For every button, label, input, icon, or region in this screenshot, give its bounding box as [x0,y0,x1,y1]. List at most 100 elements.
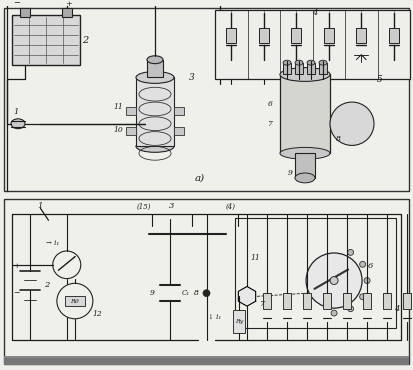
Text: −: − [14,0,21,7]
Bar [65,296,85,306]
Text: 4: 4 [312,9,317,17]
Text: 6: 6 [368,262,373,270]
Text: ↓: ↓ [229,11,234,16]
Bar [147,60,163,77]
Text: ↓: ↓ [392,11,396,16]
Bar [62,7,72,17]
Circle shape [306,253,362,308]
Bar [136,77,174,147]
Text: 9: 9 [150,289,154,297]
Text: 1: 1 [13,108,19,116]
Bar [12,16,80,65]
Bar [174,107,184,115]
Text: Rу: Rу [235,319,243,324]
Text: (4): (4) [226,202,236,211]
Bar [323,293,331,309]
Text: +: + [66,0,72,7]
Ellipse shape [295,173,315,183]
Circle shape [57,283,93,319]
Ellipse shape [147,56,163,64]
Circle shape [53,251,81,279]
Text: 5: 5 [377,75,383,84]
Bar [235,218,396,328]
Text: 2: 2 [44,281,49,289]
Bar [389,28,399,43]
Bar [283,293,291,309]
Polygon shape [238,286,256,306]
Text: 7: 7 [268,120,273,128]
Bar [4,358,409,365]
Bar [303,293,311,309]
Text: 8: 8 [194,289,199,297]
Text: 12: 12 [92,310,102,318]
Bar [126,127,136,135]
Text: 2: 2 [82,36,88,44]
Bar [215,10,410,80]
Text: 7: 7 [259,300,264,308]
Text: Rд: Rд [71,299,79,303]
Bar [307,63,315,74]
Text: ↓: ↓ [326,11,331,16]
Text: ↓: ↓ [261,11,266,16]
Text: 4: 4 [394,305,399,313]
Circle shape [330,102,374,145]
Circle shape [364,278,370,283]
Bar [226,28,236,43]
Text: 11: 11 [250,255,260,262]
Bar [403,293,411,309]
Ellipse shape [319,60,327,65]
Bar [4,199,409,364]
Ellipse shape [136,141,174,152]
Text: ↓: ↓ [294,11,299,16]
Circle shape [360,294,366,300]
Ellipse shape [283,60,291,65]
Bar [343,293,351,309]
Circle shape [348,249,354,255]
Circle shape [348,306,354,312]
Bar [4,356,409,364]
Bar [291,28,301,43]
Text: (15): (15) [136,202,151,211]
Circle shape [330,277,338,285]
Text: C₁: C₁ [182,289,190,297]
Bar [283,63,291,74]
Text: −: − [13,289,19,297]
Circle shape [203,290,210,297]
Bar [20,7,30,17]
Text: 8: 8 [335,135,340,142]
Bar [263,293,271,309]
Bar [319,63,327,74]
Bar [126,107,136,115]
Text: ↓ i₁: ↓ i₁ [208,313,221,321]
Text: +: + [13,262,19,270]
Bar [4,9,409,191]
Bar [356,28,366,43]
Text: 10: 10 [113,126,123,134]
Circle shape [360,261,366,267]
Text: 1: 1 [38,202,43,211]
Text: ↓: ↓ [359,11,363,16]
Text: 3: 3 [189,73,195,82]
Bar [295,153,315,178]
Text: 9: 9 [287,169,292,177]
Text: 3: 3 [169,202,175,211]
Ellipse shape [295,60,303,65]
Circle shape [331,310,337,316]
Text: а): а) [195,174,205,182]
Bar [259,28,269,43]
Text: 11: 11 [113,103,123,111]
Text: → i₁: → i₁ [46,239,59,247]
Ellipse shape [307,60,315,65]
Ellipse shape [136,71,174,83]
Bar [280,74,330,153]
Ellipse shape [280,147,330,159]
Bar [324,28,334,43]
Bar [174,127,184,135]
Bar [233,310,245,333]
Ellipse shape [280,68,330,81]
Bar [383,293,391,309]
Ellipse shape [11,119,25,129]
Bar [295,63,303,74]
Text: 6: 6 [268,100,273,108]
Bar [363,293,371,309]
